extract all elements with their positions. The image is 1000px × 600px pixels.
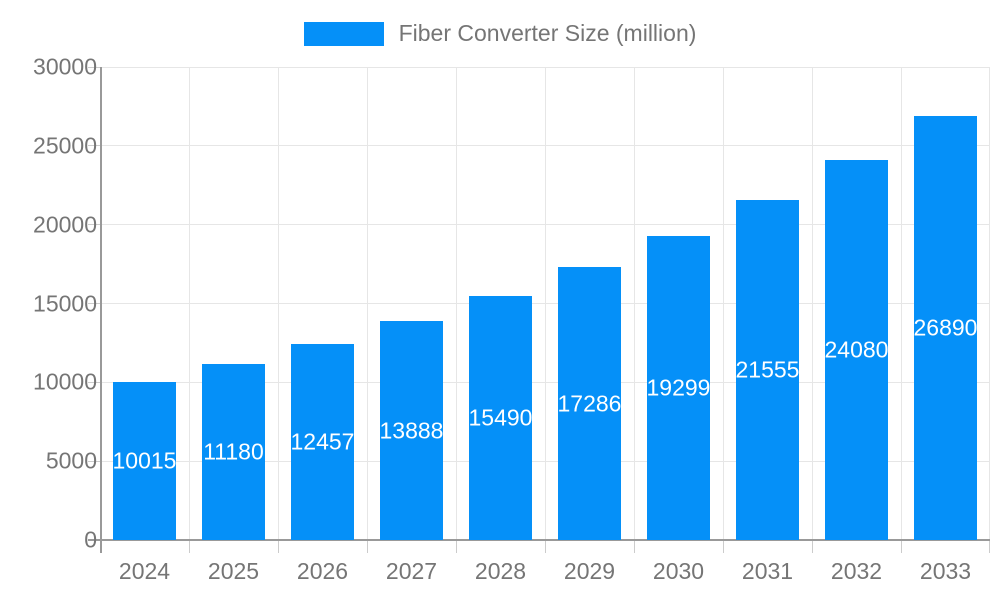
x-axis-tick (812, 540, 813, 553)
bar (113, 382, 176, 540)
bar-value-label: 15490 (468, 404, 533, 431)
x-tick-label: 2025 (207, 558, 260, 584)
bar (469, 295, 532, 540)
x-axis-tick (189, 540, 190, 553)
x-tick-label: 2029 (563, 558, 616, 584)
bar-value-label: 10015 (112, 447, 177, 474)
v-gridline (456, 67, 457, 540)
bar (825, 160, 888, 540)
v-gridline (634, 67, 635, 540)
bar-value-label: 12457 (290, 428, 355, 455)
x-axis-tick (278, 540, 279, 553)
x-axis-tick (634, 540, 635, 553)
x-axis-tick (367, 540, 368, 553)
legend-swatch (303, 21, 384, 46)
x-axis-tick (989, 540, 990, 553)
v-gridline (901, 67, 902, 540)
x-axis-tick (723, 540, 724, 553)
bar (914, 116, 977, 540)
bar (291, 343, 354, 540)
x-axis-tick (456, 540, 457, 553)
v-gridline (545, 67, 546, 540)
y-tick-label: 20000 (33, 211, 97, 238)
y-axis-tick (88, 66, 100, 68)
v-gridline (367, 67, 368, 540)
bar (380, 321, 443, 540)
legend-label: Fiber Converter Size (million) (398, 20, 697, 46)
x-tick-label: 2033 (919, 558, 972, 584)
legend: Fiber Converter Size (million) (0, 20, 1000, 47)
v-gridline (812, 67, 813, 540)
x-tick-label: 2026 (296, 558, 349, 584)
bar-value-label: 11180 (203, 438, 264, 465)
x-axis-tick (901, 540, 902, 553)
y-axis-tick (88, 381, 100, 383)
bar (558, 267, 621, 540)
y-axis-tick (88, 145, 100, 147)
x-tick-label: 2027 (385, 558, 438, 584)
y-axis-tick (88, 224, 100, 226)
bar-value-label: 13888 (379, 417, 444, 444)
bar-value-label: 19299 (646, 374, 711, 401)
bar (736, 200, 799, 540)
y-tick-label: 5000 (45, 447, 97, 474)
v-gridline (278, 67, 279, 540)
bar-value-label: 26890 (913, 314, 978, 341)
v-gridline (723, 67, 724, 540)
v-gridline (989, 67, 990, 540)
bar (202, 363, 265, 540)
x-tick-label: 2031 (741, 558, 794, 584)
y-axis-tick (88, 303, 100, 304)
x-tick-label: 2024 (118, 558, 171, 584)
bar-value-label: 24080 (824, 336, 889, 363)
y-tick-label: 30000 (33, 53, 97, 80)
x-tick-label: 2032 (830, 558, 883, 584)
y-tick-label: 25000 (33, 132, 97, 159)
bar-value-label: 17286 (557, 390, 622, 417)
plot-area: 10015 11180 12457 13888 15490 17286 19299 21555… (88, 66, 990, 553)
x-axis-line (88, 539, 990, 541)
x-tick-label: 2028 (474, 558, 527, 584)
v-gridline (189, 67, 190, 540)
x-tick-label: 2030 (652, 558, 705, 584)
y-axis-tick (88, 460, 100, 462)
bar-value-label: 21555 (735, 356, 800, 383)
y-tick-label: 10000 (33, 368, 97, 395)
bar (647, 235, 710, 540)
y-tick-label: 15000 (33, 290, 97, 316)
y-tick-label: 0 (84, 526, 97, 553)
x-axis-tick (545, 540, 546, 553)
y-axis-line (100, 67, 102, 553)
